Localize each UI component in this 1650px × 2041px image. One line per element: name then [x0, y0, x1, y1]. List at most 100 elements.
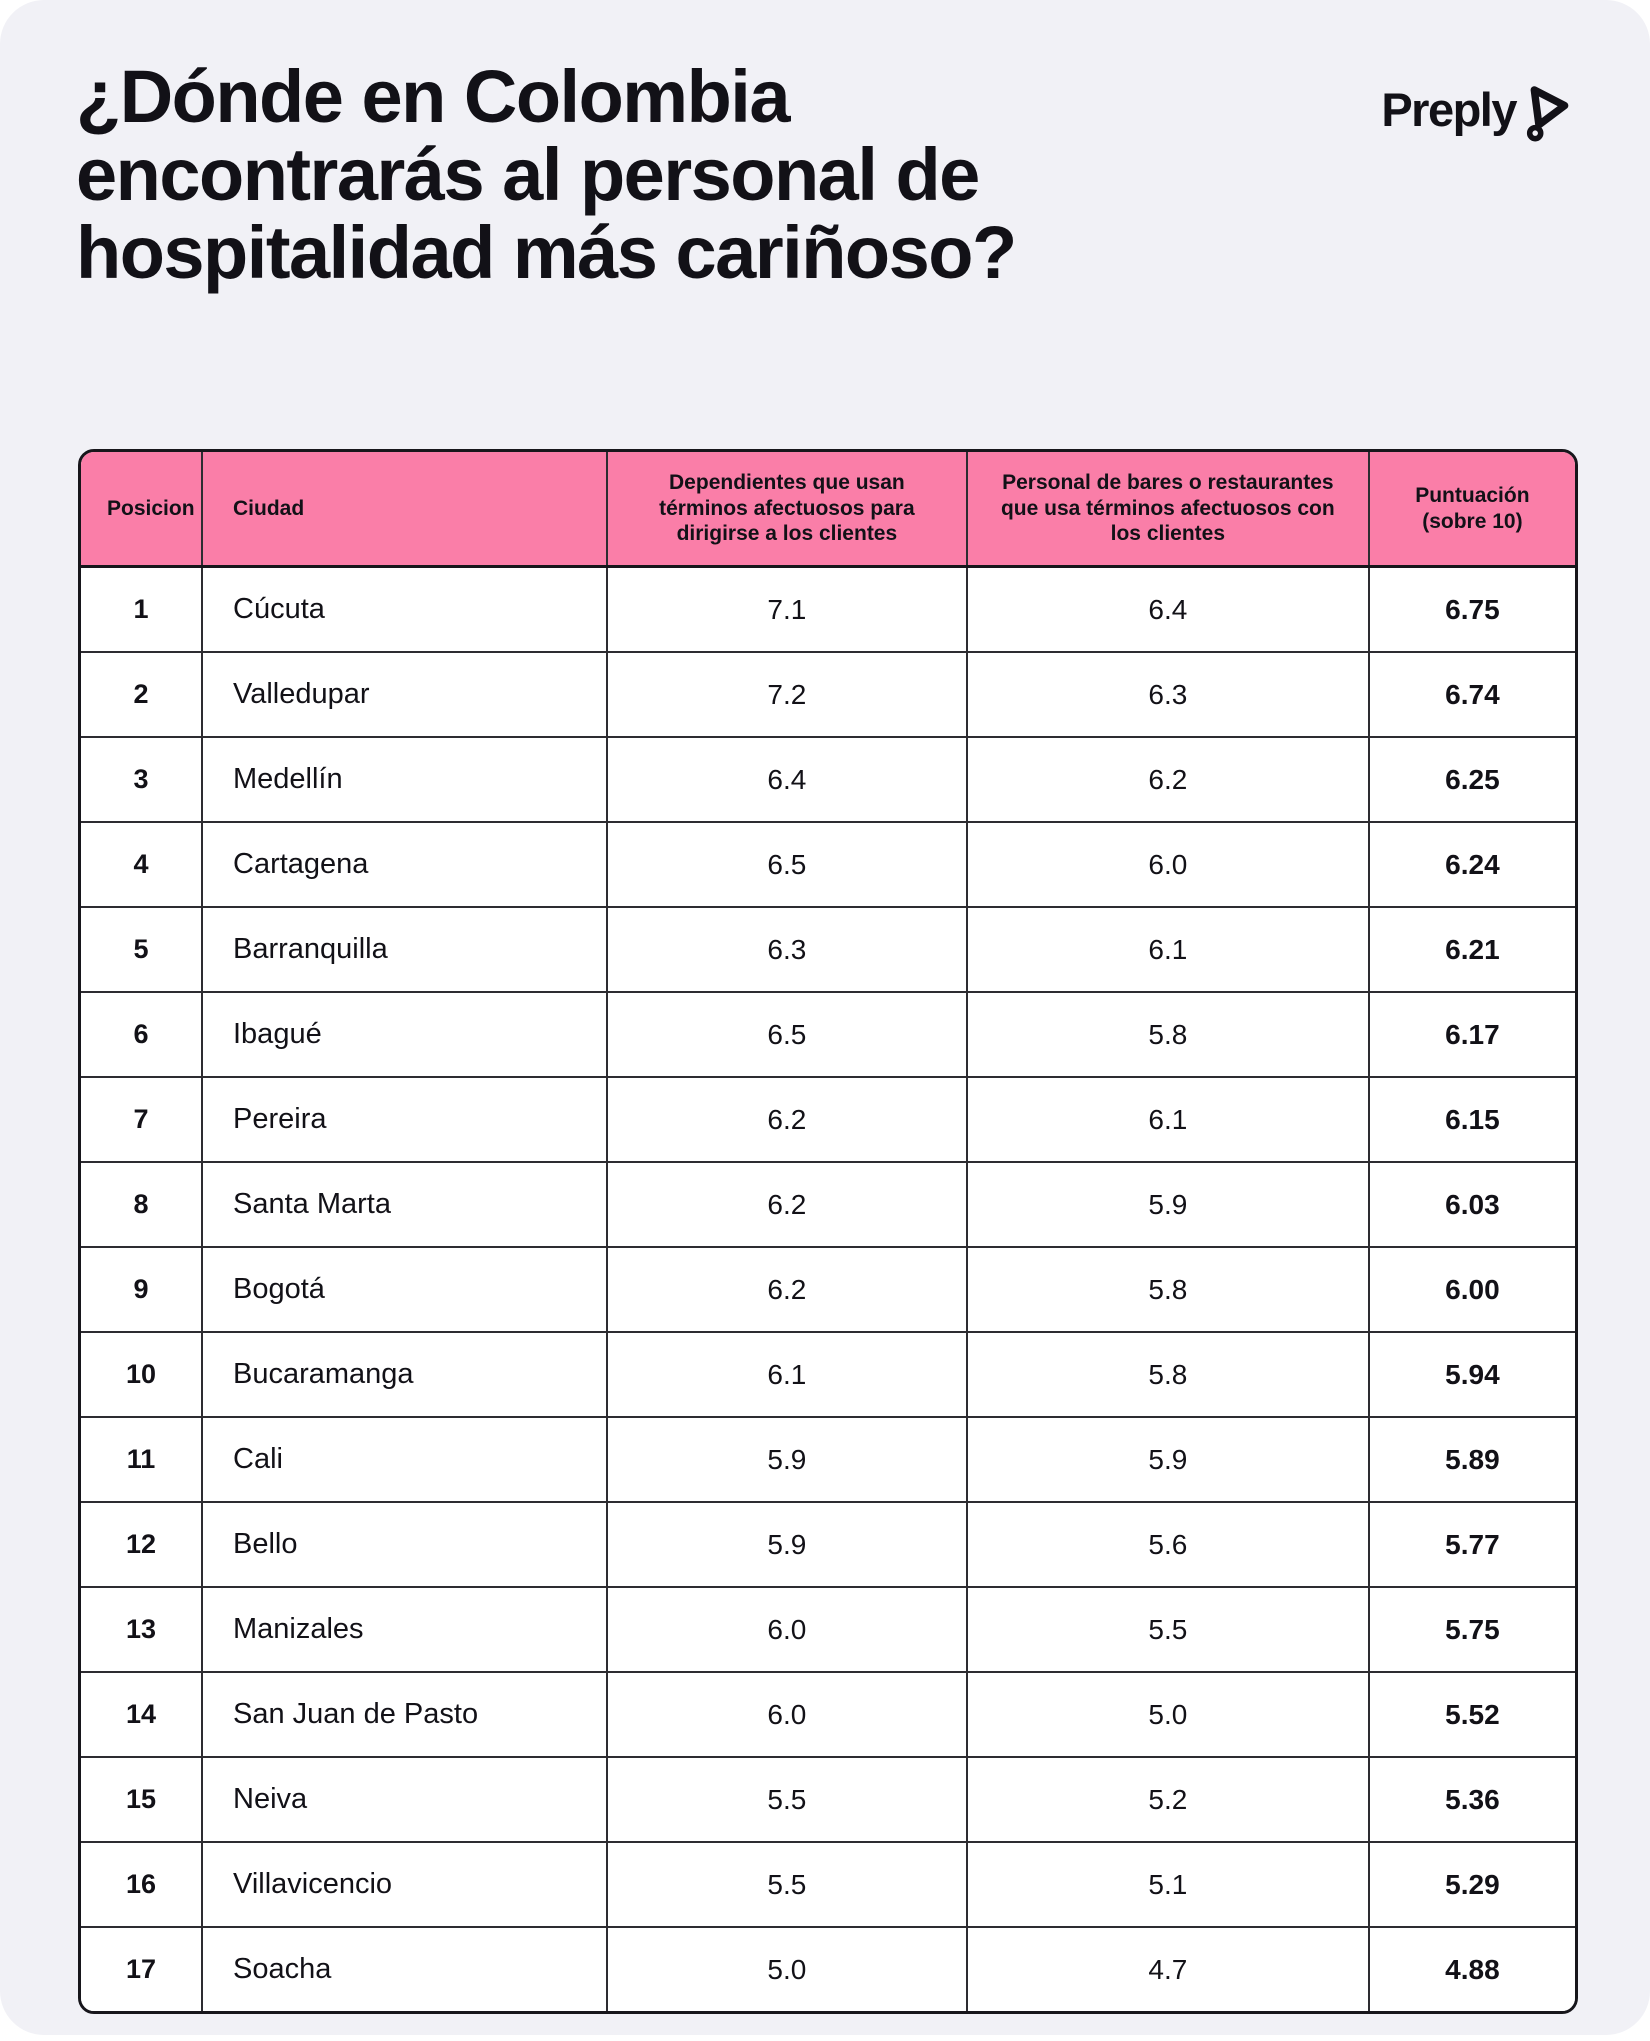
table-row: 17 Soacha 5.0 4.7 4.88	[81, 1927, 1575, 2011]
cell-puntuacion-value: 5.29	[1368, 1842, 1575, 1928]
cell-position: 1	[81, 566, 203, 653]
cell-city: Soacha	[202, 1927, 608, 2011]
title-line-2: encontrarás al personal de	[76, 133, 980, 216]
table-row: 13 Manizales 6.0 5.5 5.75	[81, 1587, 1575, 1673]
cell-position: 13	[81, 1587, 203, 1673]
preply-logo: Preply	[1381, 84, 1572, 142]
cell-city: Cali	[202, 1417, 608, 1503]
cell-personal-value: 4.7	[966, 1927, 1370, 2011]
cell-city: Bello	[202, 1502, 608, 1588]
column-header-ciudad: Ciudad	[202, 452, 608, 568]
table-row: 2 Valledupar 7.2 6.3 6.74	[81, 652, 1575, 738]
cell-city: Valledupar	[202, 652, 608, 738]
cell-position: 17	[81, 1927, 203, 2011]
table-row: 6 Ibagué 6.5 5.8 6.17	[81, 992, 1575, 1078]
cell-city: Pereira	[202, 1077, 608, 1163]
cell-dependientes-value: 6.4	[606, 737, 968, 823]
cell-city: Neiva	[202, 1757, 608, 1843]
cell-dependientes-value: 7.1	[606, 566, 968, 653]
cell-dependientes-value: 5.9	[606, 1417, 968, 1503]
cell-personal-value: 5.9	[966, 1162, 1370, 1248]
cell-city: Barranquilla	[202, 907, 608, 993]
cell-position: 14	[81, 1672, 203, 1758]
cell-dependientes-value: 6.2	[606, 1162, 968, 1248]
cell-personal-value: 5.0	[966, 1672, 1370, 1758]
table-row: 1 Cúcuta 7.1 6.4 6.75	[81, 566, 1575, 653]
page-title: ¿Dónde en Colombia encontrarás al person…	[76, 55, 1017, 294]
cell-puntuacion-value: 6.21	[1368, 907, 1575, 993]
table-row: 16 Villavicencio 5.5 5.1 5.29	[81, 1842, 1575, 1928]
cell-dependientes-value: 6.5	[606, 822, 968, 908]
cell-position: 11	[81, 1417, 203, 1503]
column-header-dependientes: Dependientes que usan términos afectuoso…	[606, 452, 968, 568]
table-row: 15 Neiva 5.5 5.2 5.36	[81, 1757, 1575, 1843]
cell-puntuacion-value: 5.89	[1368, 1417, 1575, 1503]
cell-personal-value: 5.8	[966, 1332, 1370, 1418]
cell-dependientes-value: 5.5	[606, 1757, 968, 1843]
cell-puntuacion-value: 6.74	[1368, 652, 1575, 738]
cell-city: Villavicencio	[202, 1842, 608, 1928]
cell-dependientes-value: 5.5	[606, 1842, 968, 1928]
table-row: 9 Bogotá 6.2 5.8 6.00	[81, 1247, 1575, 1333]
table-row: 8 Santa Marta 6.2 5.9 6.03	[81, 1162, 1575, 1248]
table-row: 3 Medellín 6.4 6.2 6.25	[81, 737, 1575, 823]
cell-position: 6	[81, 992, 203, 1078]
cell-personal-value: 6.1	[966, 907, 1370, 993]
cell-position: 10	[81, 1332, 203, 1418]
cell-dependientes-value: 7.2	[606, 652, 968, 738]
cell-dependientes-value: 6.0	[606, 1587, 968, 1673]
table-row: 5 Barranquilla 6.3 6.1 6.21	[81, 907, 1575, 993]
preply-logo-icon	[1526, 86, 1569, 142]
table-row: 12 Bello 5.9 5.6 5.77	[81, 1502, 1575, 1588]
ranking-table: Posicion Ciudad Dependientes que usan té…	[78, 449, 1578, 2014]
cell-personal-value: 5.9	[966, 1417, 1370, 1503]
column-header-personal: Personal de bares o restaurantes que usa…	[966, 452, 1370, 568]
cell-puntuacion-value: 5.36	[1368, 1757, 1575, 1843]
column-header-posicion: Posicion	[81, 452, 203, 568]
cell-position: 4	[81, 822, 203, 908]
title-line-1: ¿Dónde en Colombia	[76, 55, 790, 138]
cell-dependientes-value: 6.1	[606, 1332, 968, 1418]
cell-city: Manizales	[202, 1587, 608, 1673]
cell-puntuacion-value: 4.88	[1368, 1927, 1575, 2011]
table-header-row: Posicion Ciudad Dependientes que usan té…	[81, 452, 1575, 568]
cell-city: Medellín	[202, 737, 608, 823]
cell-puntuacion-value: 5.52	[1368, 1672, 1575, 1758]
cell-personal-value: 6.1	[966, 1077, 1370, 1163]
cell-puntuacion-value: 5.77	[1368, 1502, 1575, 1588]
table-row: 7 Pereira 6.2 6.1 6.15	[81, 1077, 1575, 1163]
cell-position: 12	[81, 1502, 203, 1588]
cell-puntuacion-value: 6.24	[1368, 822, 1575, 908]
cell-puntuacion-value: 6.03	[1368, 1162, 1575, 1248]
cell-dependientes-value: 5.0	[606, 1927, 968, 2011]
cell-city: Cartagena	[202, 822, 608, 908]
cell-city: Bucaramanga	[202, 1332, 608, 1418]
table-row: 14 San Juan de Pasto 6.0 5.0 5.52	[81, 1672, 1575, 1758]
cell-city: Cúcuta	[202, 566, 608, 653]
cell-puntuacion-value: 5.94	[1368, 1332, 1575, 1418]
cell-puntuacion-value: 6.17	[1368, 992, 1575, 1078]
cell-dependientes-value: 6.2	[606, 1077, 968, 1163]
cell-city: Bogotá	[202, 1247, 608, 1333]
cell-dependientes-value: 6.5	[606, 992, 968, 1078]
title-line-3: hospitalidad más cariñoso?	[76, 211, 1017, 294]
cell-position: 8	[81, 1162, 203, 1248]
cell-position: 5	[81, 907, 203, 993]
cell-dependientes-value: 6.3	[606, 907, 968, 993]
cell-dependientes-value: 6.2	[606, 1247, 968, 1333]
cell-dependientes-value: 5.9	[606, 1502, 968, 1588]
cell-city: Ibagué	[202, 992, 608, 1078]
cell-personal-value: 6.0	[966, 822, 1370, 908]
cell-puntuacion-value: 6.75	[1368, 566, 1575, 653]
cell-puntuacion-value: 6.00	[1368, 1247, 1575, 1333]
cell-city: San Juan de Pasto	[202, 1672, 608, 1758]
cell-puntuacion-value: 6.15	[1368, 1077, 1575, 1163]
preply-wordmark: Preply	[1381, 83, 1517, 136]
table-row: 11 Cali 5.9 5.9 5.89	[81, 1417, 1575, 1503]
table-row: 10 Bucaramanga 6.1 5.8 5.94	[81, 1332, 1575, 1418]
cell-personal-value: 5.8	[966, 992, 1370, 1078]
cell-personal-value: 5.8	[966, 1247, 1370, 1333]
cell-city: Santa Marta	[202, 1162, 608, 1248]
cell-dependientes-value: 6.0	[606, 1672, 968, 1758]
